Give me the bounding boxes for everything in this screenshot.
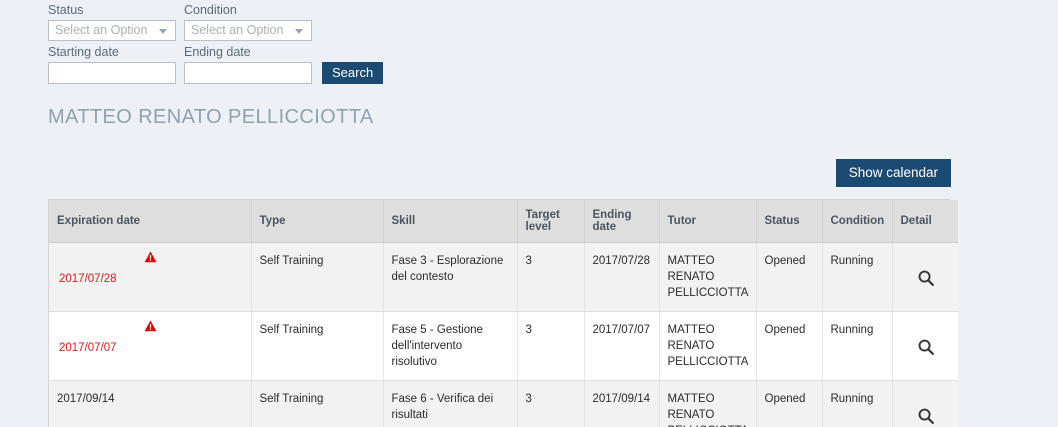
cell-expiration-date: 2017/07/28 <box>49 242 252 312</box>
chevron-down-icon <box>159 28 167 34</box>
column-header-ending-date[interactable]: Ending date <box>584 200 660 243</box>
status-label: Status <box>48 3 84 17</box>
column-header-status[interactable]: Status <box>756 200 823 243</box>
cell-condition: Running <box>822 242 893 312</box>
cell-detail <box>892 311 958 381</box>
cell-target-level: 3 <box>517 380 585 427</box>
cell-target-level: 3 <box>517 311 585 381</box>
field-group-condition: Condition Select an Option <box>184 3 312 41</box>
table-row: 2017/07/07 Self Training Fase 5 - Gestio… <box>49 311 958 381</box>
warning-triangle-icon <box>144 320 157 332</box>
starting-date-input[interactable] <box>48 62 176 84</box>
filter-row-dates: Starting date Ending date Search <box>48 45 428 84</box>
search-filter-form: Status Select an Option Condition Select… <box>48 3 428 84</box>
condition-label: Condition <box>184 3 237 17</box>
ending-date-label: Ending date <box>184 45 251 59</box>
results-table-container: Expiration date Type Skill Target level … <box>48 199 958 427</box>
field-group-status: Status Select an Option <box>48 3 176 41</box>
filter-row-selects: Status Select an Option Condition Select… <box>48 3 428 41</box>
table-header-row: Expiration date Type Skill Target level … <box>49 200 958 243</box>
expiration-date-value: 2017/07/07 <box>59 342 117 354</box>
cell-status: Opened <box>756 311 823 381</box>
cell-tutor: MATTEO RENATO PELLICCIOTTA <box>659 380 757 427</box>
table-body: 2017/07/28 Self Training Fase 3 - Esplor… <box>49 242 958 427</box>
table-row: 2017/07/28 Self Training Fase 3 - Esplor… <box>49 242 958 312</box>
starting-date-label: Starting date <box>48 45 119 59</box>
cell-skill: Fase 5 - Gestione dell'intervento risolu… <box>383 311 518 381</box>
column-header-expiration-date[interactable]: Expiration date <box>49 200 252 243</box>
magnifier-icon[interactable] <box>917 269 935 287</box>
column-header-type[interactable]: Type <box>251 200 384 243</box>
column-header-target-level[interactable]: Target level <box>517 200 585 243</box>
results-table: Expiration date Type Skill Target level … <box>49 200 958 427</box>
cell-type: Self Training <box>251 311 384 381</box>
column-header-detail[interactable]: Detail <box>892 200 958 243</box>
cell-skill: Fase 6 - Verifica dei risultati <box>383 380 518 427</box>
ending-date-input[interactable] <box>184 62 312 84</box>
cell-target-level: 3 <box>517 242 585 312</box>
cell-status: Opened <box>756 242 823 312</box>
cell-expiration-date: 2017/09/14 <box>49 380 252 427</box>
page-title: MATTEO RENATO PELLICCIOTTA <box>48 106 374 128</box>
cell-detail <box>892 380 958 427</box>
condition-select-value: Select an Option <box>191 23 284 37</box>
cell-ending-date: 2017/07/28 <box>584 242 660 312</box>
chevron-down-icon <box>295 28 303 34</box>
warning-triangle-icon <box>144 251 157 263</box>
search-button[interactable]: Search <box>322 62 384 84</box>
magnifier-icon[interactable] <box>917 338 935 356</box>
field-group-ending-date: Ending date <box>184 45 312 84</box>
cell-status: Opened <box>756 380 823 427</box>
condition-select[interactable]: Select an Option <box>184 20 312 41</box>
cell-expiration-date: 2017/07/07 <box>49 311 252 381</box>
table-row: 2017/09/14 Self Training Fase 6 - Verifi… <box>49 380 958 427</box>
cell-ending-date: 2017/09/14 <box>584 380 660 427</box>
cell-tutor: MATTEO RENATO PELLICCIOTTA <box>659 242 757 312</box>
cell-condition: Running <box>822 311 893 381</box>
field-group-starting-date: Starting date <box>48 45 176 84</box>
status-select[interactable]: Select an Option <box>48 20 176 41</box>
cell-type: Self Training <box>251 380 384 427</box>
cell-condition: Running <box>822 380 893 427</box>
status-select-value: Select an Option <box>55 23 148 37</box>
cell-skill: Fase 3 - Esplorazione del contesto <box>383 242 518 312</box>
cell-ending-date: 2017/07/07 <box>584 311 660 381</box>
cell-type: Self Training <box>251 242 384 312</box>
show-calendar-button[interactable]: Show calendar <box>835 159 951 187</box>
cell-tutor: MATTEO RENATO PELLICCIOTTA <box>659 311 757 381</box>
column-header-condition[interactable]: Condition <box>822 200 893 243</box>
column-header-tutor[interactable]: Tutor <box>659 200 757 243</box>
magnifier-icon[interactable] <box>917 407 935 425</box>
cell-detail <box>892 242 958 312</box>
expiration-date-value: 2017/07/28 <box>59 273 117 285</box>
expiration-date-value: 2017/09/14 <box>57 393 115 405</box>
table-head: Expiration date Type Skill Target level … <box>49 200 958 243</box>
column-header-skill[interactable]: Skill <box>383 200 518 243</box>
